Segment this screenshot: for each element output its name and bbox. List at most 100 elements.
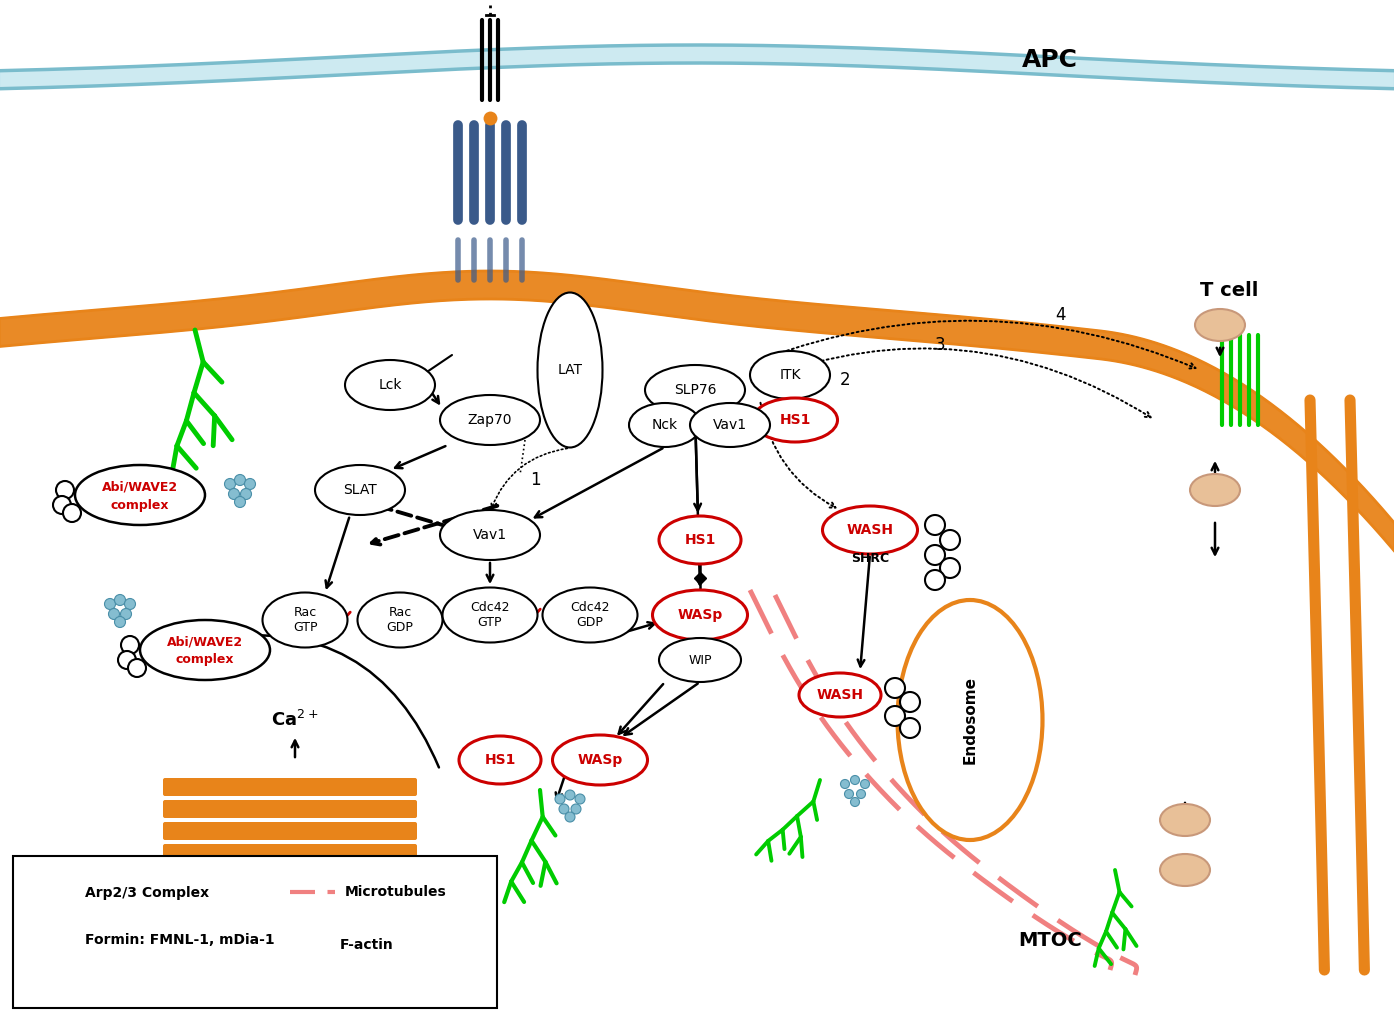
Circle shape — [555, 793, 565, 804]
Circle shape — [241, 489, 251, 500]
Circle shape — [50, 902, 60, 912]
Ellipse shape — [1160, 804, 1210, 836]
Text: 1: 1 — [530, 471, 541, 489]
Circle shape — [860, 779, 870, 788]
Circle shape — [120, 609, 131, 620]
Circle shape — [926, 545, 945, 565]
Ellipse shape — [542, 587, 637, 642]
Text: Cdc42
GTP: Cdc42 GTP — [470, 601, 510, 629]
Circle shape — [128, 659, 146, 677]
Ellipse shape — [262, 592, 347, 647]
Ellipse shape — [750, 351, 829, 399]
FancyBboxPatch shape — [13, 856, 498, 1008]
Text: Formin: FMNL-1, mDia-1: Formin: FMNL-1, mDia-1 — [85, 933, 275, 947]
Circle shape — [118, 651, 137, 669]
Circle shape — [565, 812, 574, 822]
Text: WIP: WIP — [689, 653, 712, 666]
Text: complex: complex — [110, 499, 169, 511]
Circle shape — [121, 636, 139, 654]
Text: Arp2/3 Complex: Arp2/3 Complex — [85, 886, 209, 900]
Text: complex: complex — [176, 653, 234, 666]
Text: HS1: HS1 — [779, 412, 811, 427]
Circle shape — [850, 798, 860, 807]
Ellipse shape — [1195, 309, 1245, 341]
Text: WASp: WASp — [677, 608, 722, 622]
Ellipse shape — [629, 403, 701, 447]
Ellipse shape — [344, 360, 435, 410]
Circle shape — [885, 678, 905, 698]
Circle shape — [124, 598, 135, 610]
Text: 2: 2 — [839, 371, 850, 389]
Circle shape — [574, 793, 585, 804]
Circle shape — [53, 496, 71, 514]
Circle shape — [850, 775, 860, 784]
Text: Rac
GTP: Rac GTP — [293, 606, 318, 634]
Text: Vav1: Vav1 — [473, 528, 507, 542]
Text: Rac
GDP: Rac GDP — [386, 606, 414, 634]
Circle shape — [45, 894, 54, 904]
Ellipse shape — [659, 638, 742, 682]
Text: WASH: WASH — [846, 523, 894, 537]
Ellipse shape — [315, 465, 406, 515]
Ellipse shape — [139, 620, 270, 680]
Ellipse shape — [552, 735, 647, 785]
FancyBboxPatch shape — [163, 844, 417, 862]
Text: HS1: HS1 — [484, 753, 516, 767]
Ellipse shape — [690, 403, 769, 447]
Ellipse shape — [75, 465, 205, 525]
Ellipse shape — [1190, 474, 1241, 506]
Ellipse shape — [538, 293, 602, 447]
Circle shape — [901, 718, 920, 738]
Circle shape — [841, 779, 849, 788]
Circle shape — [926, 570, 945, 590]
FancyBboxPatch shape — [163, 822, 417, 840]
Circle shape — [845, 789, 853, 799]
Text: Cdc42
GDP: Cdc42 GDP — [570, 601, 609, 629]
Text: ITK: ITK — [779, 368, 800, 382]
Text: SLAT: SLAT — [343, 483, 376, 497]
Text: Microtubules: Microtubules — [344, 885, 446, 899]
Text: SLP76: SLP76 — [673, 383, 717, 397]
Ellipse shape — [32, 927, 72, 953]
Ellipse shape — [898, 600, 1043, 840]
Circle shape — [60, 884, 70, 894]
Circle shape — [940, 530, 960, 550]
Ellipse shape — [442, 587, 538, 642]
Circle shape — [56, 894, 66, 904]
Circle shape — [114, 617, 125, 628]
Circle shape — [885, 706, 905, 726]
Circle shape — [244, 479, 255, 490]
Text: SHRC: SHRC — [850, 552, 889, 565]
Circle shape — [50, 880, 60, 890]
Ellipse shape — [357, 592, 442, 647]
FancyBboxPatch shape — [163, 800, 417, 818]
Text: LAT: LAT — [558, 363, 583, 377]
Text: MTOC: MTOC — [1018, 931, 1082, 950]
Text: WASH: WASH — [817, 688, 863, 702]
Text: WASp: WASp — [577, 753, 623, 767]
Circle shape — [56, 481, 74, 499]
Text: Lck: Lck — [378, 378, 401, 392]
Text: Zap70: Zap70 — [468, 412, 512, 427]
FancyBboxPatch shape — [163, 778, 417, 796]
Circle shape — [114, 594, 125, 606]
Text: 4: 4 — [1055, 306, 1065, 324]
Circle shape — [559, 804, 569, 814]
Text: T cell: T cell — [1200, 280, 1259, 300]
Text: F-actin: F-actin — [340, 938, 393, 952]
Ellipse shape — [822, 506, 917, 554]
Text: Vav1: Vav1 — [712, 418, 747, 432]
Circle shape — [105, 598, 116, 610]
Circle shape — [229, 489, 240, 500]
Text: Nck: Nck — [652, 418, 677, 432]
Text: Abi/WAVE2: Abi/WAVE2 — [167, 635, 243, 648]
Text: Abi/WAVE2: Abi/WAVE2 — [102, 481, 178, 494]
Text: HS1: HS1 — [684, 533, 715, 547]
Ellipse shape — [441, 395, 539, 445]
Circle shape — [940, 558, 960, 578]
Ellipse shape — [652, 590, 747, 640]
Text: Ca$^{2+}$: Ca$^{2+}$ — [272, 710, 319, 731]
Ellipse shape — [659, 516, 742, 564]
Circle shape — [40, 884, 50, 894]
Circle shape — [572, 804, 581, 814]
